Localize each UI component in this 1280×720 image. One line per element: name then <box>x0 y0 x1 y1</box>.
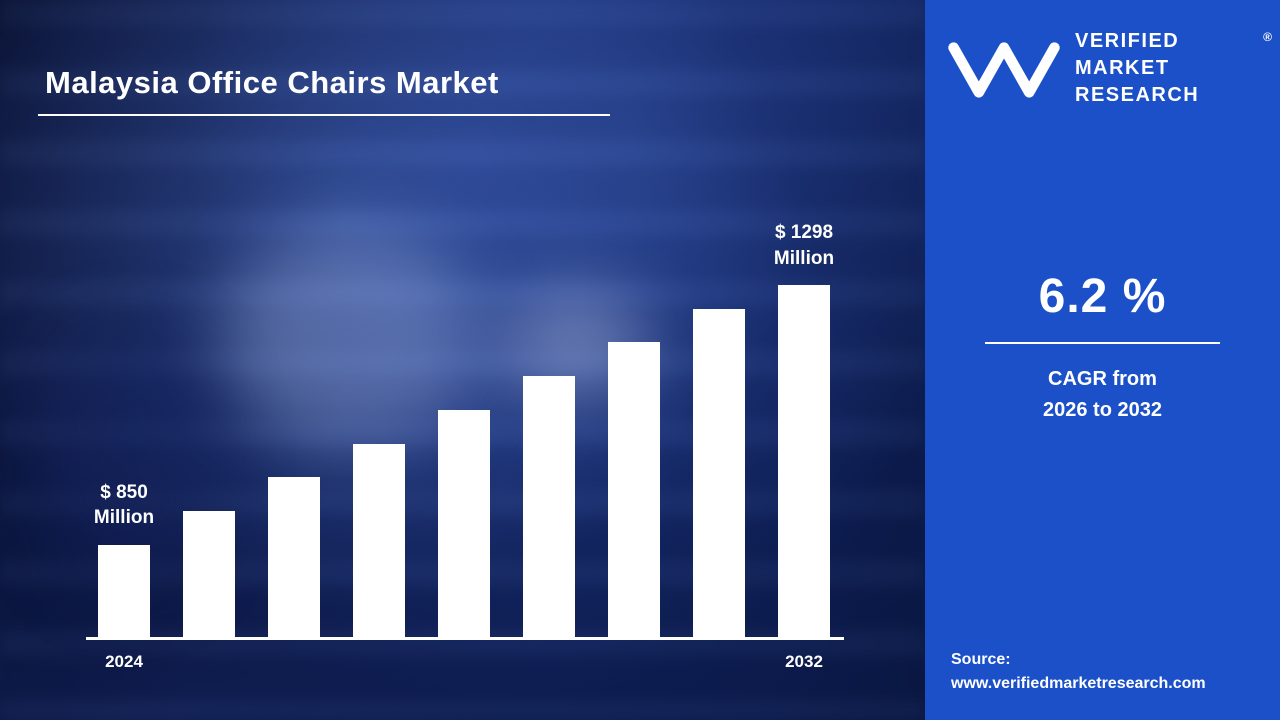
source-label: Source: <box>951 651 1011 668</box>
vmr-logo-icon <box>948 41 1060 98</box>
x-axis-label <box>183 652 235 672</box>
cagr-label-line: 2026 to 2032 <box>1043 399 1162 421</box>
x-axis-labels: 2024 2032 <box>86 652 844 672</box>
bar-plot: $ 850 Million $ 1298 Million <box>86 220 844 640</box>
page-title: Malaysia Office Chairs Market <box>45 64 499 100</box>
bar <box>778 285 830 637</box>
x-axis-label: 2024 <box>105 652 143 671</box>
x-axis-label <box>693 652 745 672</box>
chart-area: Malaysia Office Chairs Market $ 850 Mill… <box>0 0 925 720</box>
bar <box>183 511 235 637</box>
x-axis-label <box>608 652 660 672</box>
bar-value-label: $ 850 Million <box>93 481 155 529</box>
registered-mark: ® <box>1263 30 1272 44</box>
bar <box>608 342 660 637</box>
brand-name: VERIFIED MARKET RESEARCH <box>1075 28 1199 109</box>
x-axis-label: 2032 <box>785 652 823 671</box>
title-underline <box>38 114 610 116</box>
brand-name-line: MARKET <box>1075 57 1170 79</box>
bar-2032: $ 1298 Million <box>774 220 834 637</box>
source-block: Source: www.verifiedmarketresearch.com <box>925 648 1280 720</box>
cagr-stat: 6.2 % CAGR from 2026 to 2032 <box>925 269 1280 426</box>
bar <box>523 376 575 637</box>
bar-2027 <box>353 220 405 637</box>
bar-2025 <box>183 220 235 637</box>
bar <box>268 477 320 637</box>
bar <box>98 545 150 637</box>
bar <box>693 309 745 637</box>
brand-panel: ® VERIFIED MARKET RESEARCH 6.2 % CAGR fr… <box>925 0 1280 720</box>
cagr-label: CAGR from 2026 to 2032 <box>925 364 1280 426</box>
brand-name-line: VERIFIED <box>1075 30 1180 52</box>
cagr-label-line: CAGR from <box>1048 368 1157 390</box>
x-axis-label <box>268 652 320 672</box>
bar <box>438 410 490 637</box>
cagr-value: 6.2 % <box>1038 270 1167 323</box>
bar-2030 <box>608 220 660 637</box>
x-axis-label <box>523 652 575 672</box>
bar-2029 <box>523 220 575 637</box>
bar-2024: $ 850 Million <box>94 220 154 637</box>
x-axis-label <box>353 652 405 672</box>
cagr-underline <box>985 342 1220 344</box>
x-axis-label <box>438 652 490 672</box>
bar-2028 <box>438 220 490 637</box>
brand-logo-row: VERIFIED MARKET RESEARCH <box>925 0 1280 109</box>
source-url-link[interactable]: www.verifiedmarketresearch.com <box>951 675 1206 692</box>
bar-2031 <box>693 220 745 637</box>
brand-name-line: RESEARCH <box>1075 84 1200 106</box>
bar-value-label: $ 1298 Million <box>773 222 835 269</box>
bar-chart: $ 850 Million $ 1298 Million 2024 2032 <box>86 220 844 672</box>
bar-2026 <box>268 220 320 637</box>
bar <box>353 444 405 637</box>
